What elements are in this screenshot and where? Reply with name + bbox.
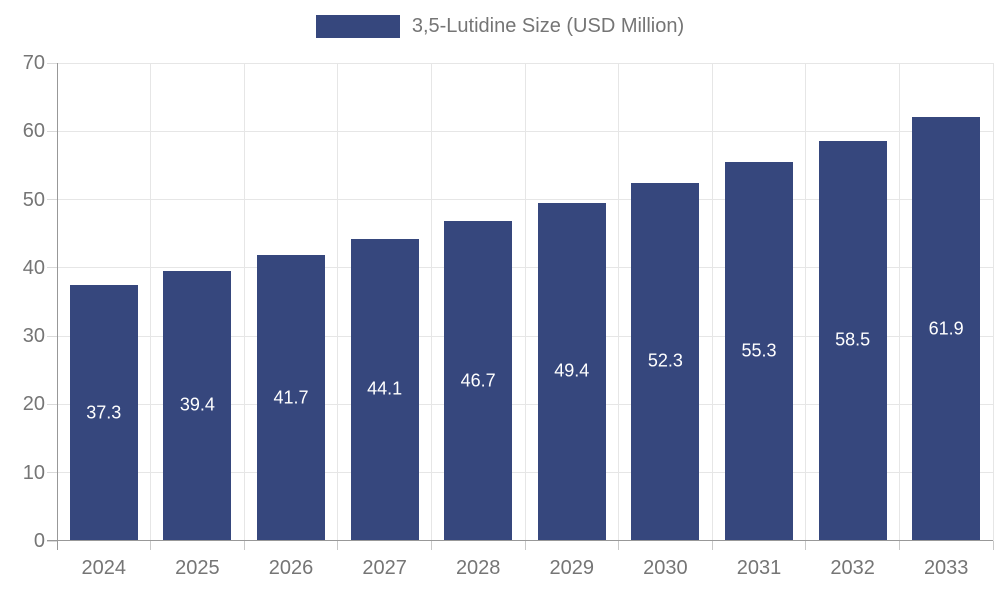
y-tick-mark	[47, 267, 57, 269]
x-axis-tick-label: 2025	[175, 557, 220, 579]
legend-item[interactable]: 3,5-Lutidine Size (USD Million)	[0, 15, 1000, 38]
y-tick-mark	[47, 130, 57, 132]
x-gridline	[805, 63, 807, 541]
x-gridline	[711, 63, 713, 541]
x-gridline	[618, 63, 620, 541]
x-tick-mark	[711, 541, 713, 550]
bar-value-label: 55.3	[741, 340, 777, 361]
bar-2031[interactable]: 55.3	[725, 162, 793, 540]
y-axis-tick-label: 10	[22, 461, 45, 484]
y-axis-tick-label: 50	[22, 188, 45, 211]
bar-2024[interactable]: 37.3	[69, 285, 138, 540]
y-axis-line	[57, 63, 58, 550]
bar-value-label: 39.4	[179, 394, 215, 415]
bar-value-label: 37.3	[86, 402, 122, 423]
y-axis-tick-label: 30	[22, 325, 45, 348]
y-tick-mark	[47, 403, 57, 405]
x-tick-mark	[898, 541, 900, 550]
y-tick-mark	[47, 62, 57, 64]
x-gridline	[150, 63, 152, 541]
y-tick-mark	[47, 540, 57, 542]
y-axis-tick-label: 0	[33, 530, 45, 552]
x-tick-mark	[150, 541, 152, 550]
x-tick-mark	[337, 541, 339, 550]
x-axis-tick-label: 2027	[362, 557, 407, 579]
x-gridline	[524, 63, 526, 541]
y-axis-tick-label: 20	[22, 393, 45, 416]
bar-value-label: 44.1	[367, 378, 403, 399]
x-axis-tick-label: 2032	[830, 557, 875, 579]
bar-2028[interactable]: 46.7	[444, 221, 513, 540]
x-tick-mark	[524, 541, 526, 550]
x-gridline	[243, 63, 245, 541]
x-tick-mark	[805, 541, 807, 550]
x-gridline	[337, 63, 339, 541]
legend-label: 3,5-Lutidine Size (USD Million)	[411, 15, 685, 37]
y-tick-mark	[47, 335, 57, 337]
x-tick-mark	[243, 541, 245, 550]
plot-area: 0 10 20 30 40 50 60 70 37.3 2024 39.4 2025 41.7 2026 4…	[23, 52, 994, 579]
bar-2027[interactable]: 44.1	[350, 238, 419, 540]
x-tick-mark	[618, 541, 620, 550]
bar-2033[interactable]: 61.9	[912, 117, 981, 540]
x-axis-tick-label: 2026	[268, 557, 314, 579]
x-axis-tick-label: 2028	[455, 557, 501, 579]
x-axis-line	[47, 540, 993, 541]
x-axis-tick-label: 2024	[81, 557, 127, 579]
bar-value-label: 46.7	[460, 370, 496, 391]
x-axis-tick-label: 2030	[643, 557, 688, 579]
bar-2030[interactable]: 52.3	[631, 182, 700, 540]
bar-2026[interactable]: 41.7	[257, 255, 325, 540]
x-tick-mark	[992, 541, 994, 550]
y-tick-mark	[47, 472, 57, 474]
x-tick-mark	[430, 541, 432, 550]
bar-value-label: 52.3	[647, 350, 683, 371]
x-gridline	[992, 63, 994, 541]
x-axis-tick-label: 2029	[549, 557, 595, 579]
x-gridline	[898, 63, 900, 541]
bar-value-label: 49.4	[554, 360, 590, 381]
bar-2032[interactable]: 58.5	[818, 140, 887, 540]
y-axis-tick-label: 60	[22, 120, 45, 143]
bar-value-label: 58.5	[835, 329, 871, 350]
y-axis-tick-label: 40	[22, 256, 45, 279]
bar-value-label: 41.7	[273, 387, 309, 408]
bar-value-label: 61.9	[928, 318, 964, 339]
y-axis-tick-label: 70	[22, 52, 45, 74]
bar-2029[interactable]: 49.4	[537, 202, 606, 540]
x-gridline	[430, 63, 432, 541]
bar-2025[interactable]: 39.4	[163, 270, 232, 540]
x-axis-tick-label: 2033	[923, 557, 969, 579]
legend-swatch	[315, 15, 400, 38]
x-axis-tick-label: 2031	[736, 557, 782, 579]
y-tick-mark	[47, 199, 57, 201]
